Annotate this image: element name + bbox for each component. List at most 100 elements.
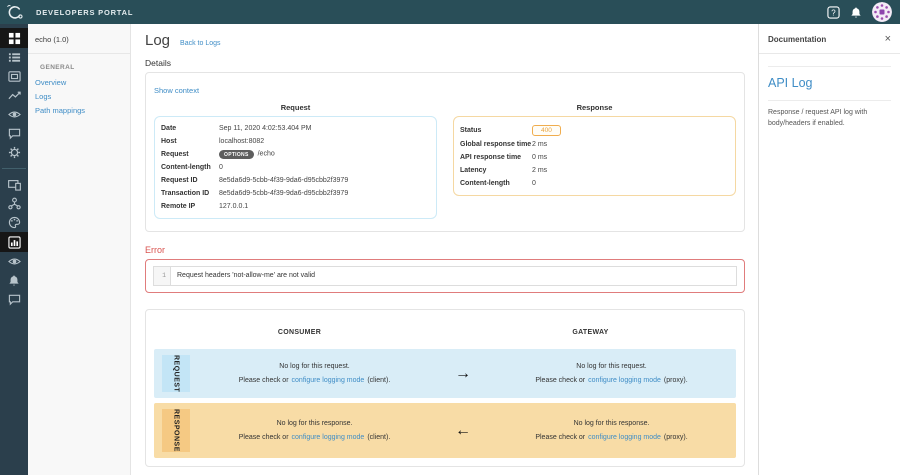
- documentation-title: Documentation: [768, 35, 827, 44]
- response-row-content-length: Content-length 0: [460, 177, 729, 190]
- row-label: API response time: [460, 154, 522, 161]
- devices-icon[interactable]: [0, 175, 28, 194]
- sidebar-item-overview[interactable]: Overview: [35, 77, 67, 87]
- bell-icon[interactable]: [0, 271, 28, 290]
- rail-divider: [2, 168, 26, 169]
- configure-logging-mode-link[interactable]: configure logging mode: [588, 377, 661, 385]
- sidebar-item-logs[interactable]: Logs: [35, 91, 52, 101]
- gateway-response-cell: No log for this response. Please check o…: [491, 420, 732, 441]
- row-value: Sep 11, 2020 4:02:53.404 PM: [219, 125, 312, 132]
- configure-logging-mode-link[interactable]: configure logging mode: [588, 434, 661, 442]
- row-value: /echo: [257, 150, 275, 158]
- request-panel: Request Date Sep 11, 2020 4:02:53.404 PM…: [154, 103, 437, 219]
- request-row-transaction-id: Transaction ID 8e5da6d9-5cbb-4f39-9da6-d…: [161, 187, 430, 200]
- response-row-label: RESPONSE: [162, 409, 190, 453]
- page-title: Log: [145, 32, 171, 49]
- topbar: DEVELOPERS PORTAL ?: [0, 0, 900, 24]
- check-suffix-text: (client).: [367, 377, 391, 385]
- gateway-header: GATEWAY: [572, 329, 609, 336]
- configure-logging-mode-link[interactable]: configure logging mode: [291, 434, 365, 442]
- row-value: localhost:8082: [219, 138, 265, 145]
- check-prefix-text: Please check or: [535, 377, 586, 385]
- row-value: 0 ms: [532, 154, 548, 161]
- no-log-text: No log for this response.: [276, 420, 353, 428]
- request-row-label-text: REQUEST: [172, 355, 180, 393]
- arrow-right-icon: →: [455, 364, 471, 382]
- row-label: Latency: [460, 167, 487, 174]
- details-card: Show context Request Date Sep 11, 2020 4…: [145, 72, 745, 232]
- gear-icon[interactable]: [0, 143, 28, 162]
- no-log-text: No log for this request.: [576, 363, 647, 371]
- response-panel-title: Response: [576, 103, 613, 112]
- row-label: Request ID: [161, 177, 198, 184]
- chat-icon[interactable]: [0, 124, 28, 143]
- brand-title: DEVELOPERS PORTAL: [36, 7, 134, 17]
- request-flow-row: REQUEST No log for this request. Please …: [154, 349, 736, 399]
- configure-logging-mode-link[interactable]: configure logging mode: [291, 377, 365, 385]
- row-label: Request: [161, 151, 189, 158]
- line-number: 1: [154, 267, 171, 285]
- doc-divider: [768, 100, 891, 101]
- http-method-badge: OPTIONS: [219, 150, 254, 159]
- gravitee-logo-icon[interactable]: [0, 3, 28, 22]
- eye-icon[interactable]: [0, 252, 28, 271]
- row-value: 8e5da6d9-5cbb-4f39-9da6-d95cbb2f3979: [219, 190, 349, 197]
- request-row-request-id: Request ID 8e5da6d9-5cbb-4f39-9da6-d95cb…: [161, 174, 430, 187]
- doc-heading: API Log: [768, 76, 813, 90]
- response-row-status: Status 400: [460, 122, 729, 138]
- row-label: Status: [460, 126, 482, 134]
- eye-icon[interactable]: [0, 105, 28, 124]
- show-context-link[interactable]: Show context: [154, 86, 200, 95]
- response-flow-row: RESPONSE No log for this response. Pleas…: [154, 403, 736, 459]
- dashboard-icon[interactable]: [0, 28, 28, 48]
- row-label: Date: [161, 125, 177, 132]
- consumer-header: CONSUMER: [277, 329, 322, 336]
- no-log-text: No log for this request.: [279, 363, 350, 371]
- error-message: Request headers 'not-allow-me' are not v…: [177, 272, 316, 279]
- avatar[interactable]: [872, 2, 892, 22]
- sidebar-item-path-mappings[interactable]: Path mappings: [35, 105, 86, 115]
- request-row-request: Request OPTIONS/echo: [161, 148, 430, 161]
- bar-chart-icon[interactable]: [0, 232, 28, 252]
- details-heading: Details: [145, 58, 171, 68]
- close-icon[interactable]: ×: [884, 33, 891, 45]
- request-row-host: Host localhost:8082: [161, 135, 430, 148]
- doc-paragraph: Response / request API log with body/hea…: [768, 109, 868, 127]
- bell-icon[interactable]: [850, 6, 862, 19]
- response-row-latency: Latency 2 ms: [460, 164, 729, 177]
- response-row-global-time: Global response time 2 ms: [460, 138, 729, 151]
- list-icon[interactable]: [0, 48, 28, 67]
- api-sidebar: echo (1.0) GENERAL Overview Logs Path ma…: [28, 24, 131, 475]
- main-content: Log Back to Logs Details Show context Re…: [131, 24, 758, 475]
- check-suffix-text: (proxy).: [663, 377, 688, 385]
- help-icon[interactable]: ?: [827, 5, 840, 19]
- back-to-logs-link[interactable]: Back to Logs: [180, 40, 221, 47]
- request-row-label: REQUEST: [162, 355, 190, 393]
- sidebar-section-general: GENERAL: [40, 64, 75, 71]
- error-box: 1 Request headers 'not-allow-me' are not…: [145, 259, 745, 293]
- check-suffix-text: (proxy).: [663, 434, 688, 442]
- row-label: Global response time: [460, 141, 532, 148]
- request-row-content-length: Content-length 0: [161, 161, 430, 174]
- image-card-icon[interactable]: [0, 67, 28, 86]
- check-prefix-text: Please check or: [535, 434, 586, 442]
- trend-line-icon[interactable]: [0, 86, 28, 105]
- arrow-left-icon: ←: [455, 421, 471, 439]
- chat-icon[interactable]: [0, 290, 28, 309]
- row-value: 127.0.0.1: [219, 203, 249, 210]
- palette-icon[interactable]: [0, 213, 28, 232]
- request-panel-title: Request: [280, 103, 311, 112]
- documentation-panel: Documentation × API Log Response / reque…: [758, 24, 900, 475]
- error-heading: Error: [145, 245, 165, 255]
- row-value: 2 ms: [532, 141, 548, 148]
- row-value: 2 ms: [532, 167, 548, 174]
- topbar-actions: ?: [827, 2, 900, 22]
- consumer-request-cell: No log for this request. Please check or…: [194, 363, 435, 384]
- row-value: 0: [532, 180, 536, 187]
- row-label: Host: [161, 138, 177, 145]
- share-nodes-icon[interactable]: [0, 194, 28, 213]
- no-log-text: No log for this response.: [573, 420, 650, 428]
- response-row-label-text: RESPONSE: [172, 409, 180, 453]
- row-label: Content-length: [161, 164, 211, 171]
